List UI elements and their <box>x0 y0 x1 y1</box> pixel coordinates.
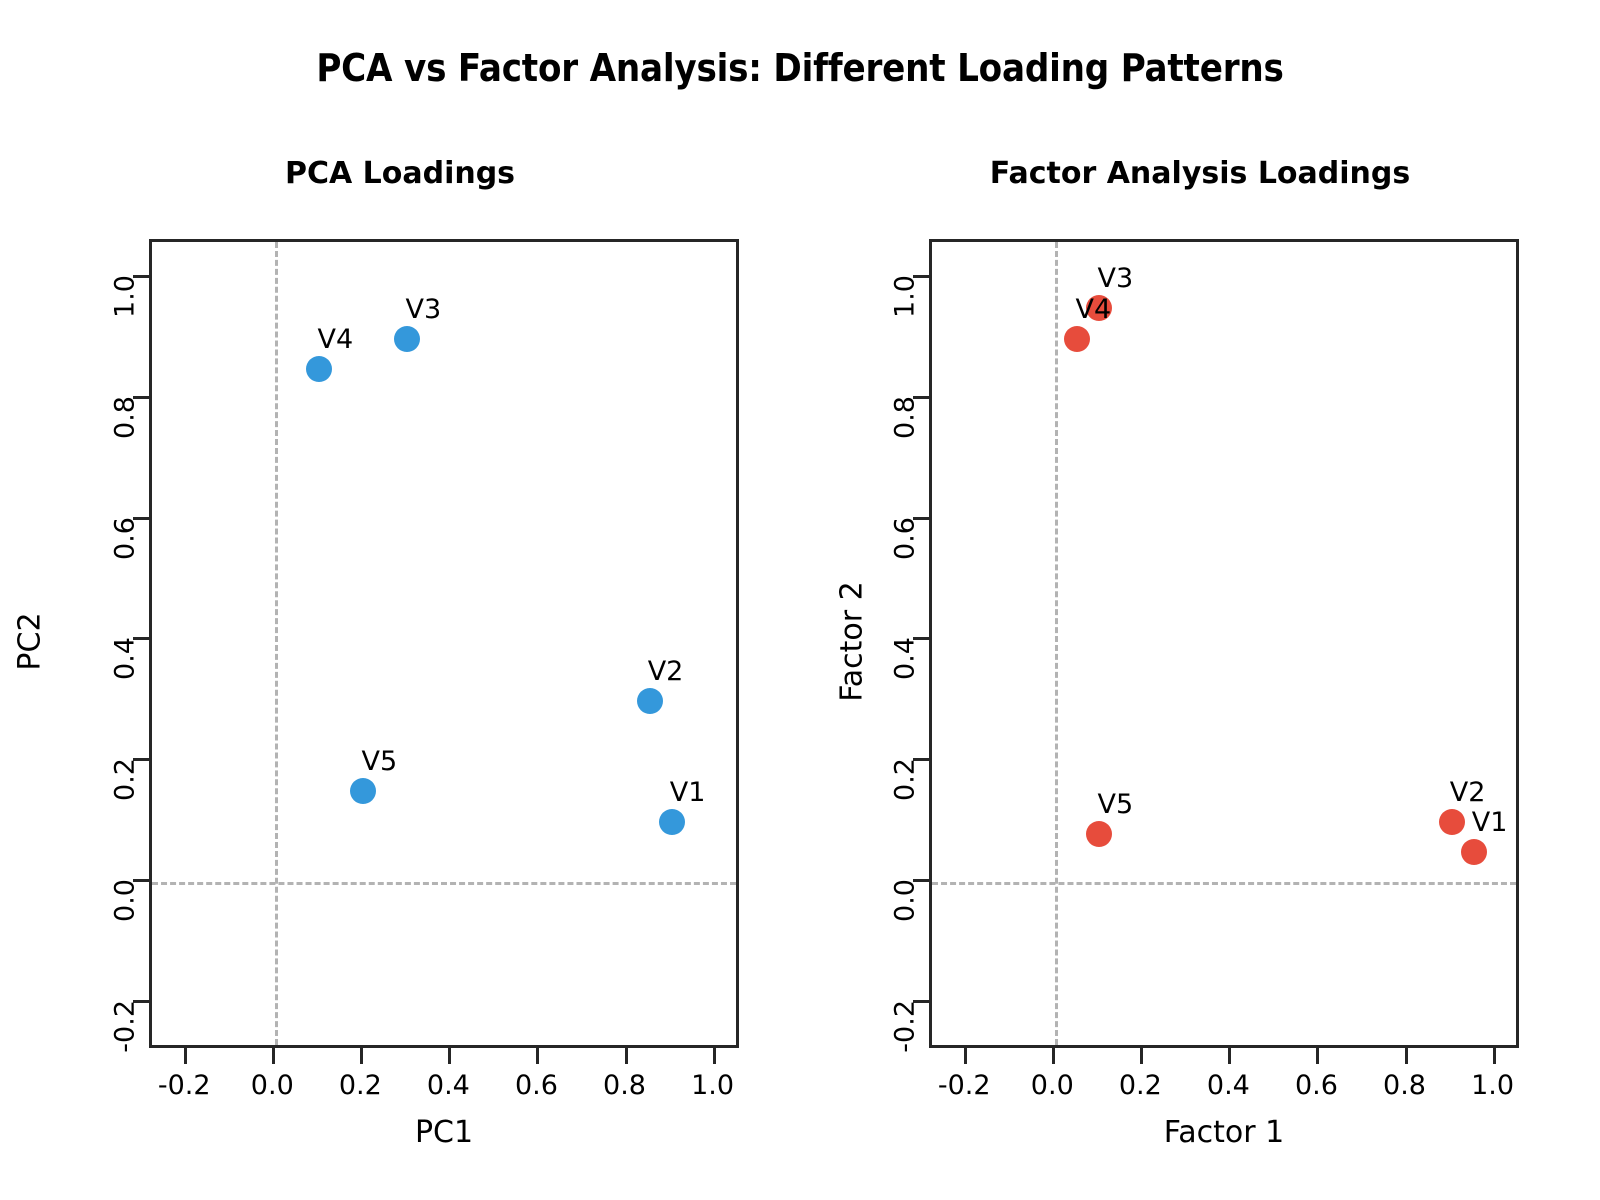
y-tick-mark <box>913 999 929 1003</box>
reference-line-vertical <box>275 242 279 1045</box>
panel-title-fa: Factor Analysis Loadings <box>989 156 1411 191</box>
y-tick-label: -0.2 <box>109 999 141 1053</box>
x-tick-label: 0.8 <box>1383 1070 1426 1101</box>
figure-suptitle: PCA vs Factor Analysis: Different Loadin… <box>316 46 1284 90</box>
x-tick-label: 1.0 <box>691 1070 735 1101</box>
x-tick-mark <box>1052 1048 1056 1064</box>
y-tick-mark <box>913 758 929 762</box>
y-tick-mark <box>913 275 929 279</box>
y-tick-label: 0.6 <box>109 516 141 560</box>
y-tick-label: 0.0 <box>889 878 921 922</box>
y-tick-label: 0.2 <box>109 758 141 802</box>
x-tick-mark <box>712 1048 716 1064</box>
data-point-label: V2 <box>1449 776 1486 808</box>
x-tick-label: 0.4 <box>426 1070 470 1101</box>
x-tick-mark <box>1492 1048 1496 1064</box>
x-tick-mark <box>184 1048 188 1064</box>
y-tick-label: 0.4 <box>109 637 141 681</box>
data-point[interactable] <box>636 687 663 714</box>
data-point-label: V5 <box>361 746 398 778</box>
data-point-label: V5 <box>1097 788 1134 820</box>
x-tick-label: -0.2 <box>937 1070 991 1101</box>
plot-area-pca: V1 V2 V3 V4 V5 <box>149 239 739 1048</box>
data-point[interactable] <box>658 808 685 835</box>
y-tick-mark <box>133 999 149 1003</box>
plot-area-fa: V1 V2 V3 V4 V5 <box>929 239 1519 1048</box>
y-tick-label: 1.0 <box>109 275 141 319</box>
y-axis-label-fa: Factor 2 <box>834 581 870 702</box>
x-tick-mark <box>624 1048 628 1064</box>
panel-title-pca: PCA Loadings <box>284 156 516 191</box>
x-tick-mark <box>1316 1048 1320 1064</box>
data-point[interactable] <box>1460 838 1487 865</box>
x-tick-mark <box>536 1048 540 1064</box>
reference-line-horizontal <box>152 881 736 885</box>
x-axis-label-pca: PC1 <box>414 1115 474 1150</box>
data-point-label: V1 <box>1471 806 1508 838</box>
x-tick-label: 0.6 <box>514 1070 558 1101</box>
data-point[interactable] <box>394 325 421 352</box>
y-tick-mark <box>133 758 149 762</box>
x-tick-label: 0.6 <box>1294 1070 1338 1101</box>
data-point[interactable] <box>1064 325 1091 352</box>
y-tick-label: 0.8 <box>109 395 141 439</box>
x-tick-label: 1.0 <box>1471 1070 1515 1101</box>
y-tick-label: 0.0 <box>109 878 141 922</box>
data-point[interactable] <box>1086 820 1113 847</box>
y-tick-label: 0.4 <box>889 637 921 681</box>
data-point[interactable] <box>1438 808 1465 835</box>
x-tick-mark <box>964 1048 968 1064</box>
data-point-label: V4 <box>1075 293 1112 325</box>
panel-pca: PCA Loadings V1 V2 V3 V4 V5 -0.2 0.0 0.2 0.4 0.6… <box>12 156 739 1150</box>
data-point[interactable] <box>350 778 377 805</box>
data-point-label: V3 <box>405 293 442 325</box>
x-tick-label: -0.2 <box>157 1070 211 1101</box>
x-tick-label: 0.0 <box>250 1070 294 1101</box>
y-tick-label: -0.2 <box>889 999 921 1053</box>
y-tick-mark <box>133 395 149 399</box>
y-tick-mark <box>913 637 929 641</box>
data-point-label: V4 <box>317 323 354 355</box>
data-point-label: V3 <box>1097 263 1134 295</box>
x-axis-label-fa: Factor 1 <box>1163 1115 1285 1150</box>
y-tick-label: 0.2 <box>889 758 921 802</box>
y-tick-label: 0.6 <box>889 516 921 560</box>
reference-line-horizontal <box>932 881 1516 885</box>
y-tick-label: 1.0 <box>889 275 921 319</box>
x-tick-mark <box>272 1048 276 1064</box>
x-tick-mark <box>1404 1048 1408 1064</box>
x-tick-label: 0.4 <box>1206 1070 1250 1101</box>
y-tick-mark <box>133 878 149 882</box>
x-tick-label: 0.2 <box>1118 1070 1162 1101</box>
data-point-label: V1 <box>669 776 706 808</box>
data-point[interactable] <box>306 355 333 382</box>
y-tick-mark <box>913 395 929 399</box>
y-tick-mark <box>133 275 149 279</box>
reference-line-vertical <box>1055 242 1059 1045</box>
x-tick-mark <box>448 1048 452 1064</box>
y-axis-label-pca: PC2 <box>12 612 48 671</box>
y-tick-mark <box>133 516 149 520</box>
y-tick-mark <box>913 516 929 520</box>
y-tick-mark <box>913 878 929 882</box>
data-point[interactable] <box>1086 295 1113 322</box>
x-tick-label: 0.8 <box>603 1070 646 1101</box>
data-point-label: V2 <box>647 655 684 687</box>
y-tick-label: 0.8 <box>889 395 921 439</box>
panel-factor-analysis: Factor Analysis Loadings V1 V2 V3 V4 V5 -0.2… <box>800 0 1600 1200</box>
x-tick-mark <box>1228 1048 1232 1064</box>
x-tick-label: 0.0 <box>1030 1070 1074 1101</box>
x-tick-mark <box>1140 1048 1144 1064</box>
x-tick-mark <box>360 1048 364 1064</box>
y-tick-mark <box>133 637 149 641</box>
x-tick-label: 0.2 <box>338 1070 382 1101</box>
